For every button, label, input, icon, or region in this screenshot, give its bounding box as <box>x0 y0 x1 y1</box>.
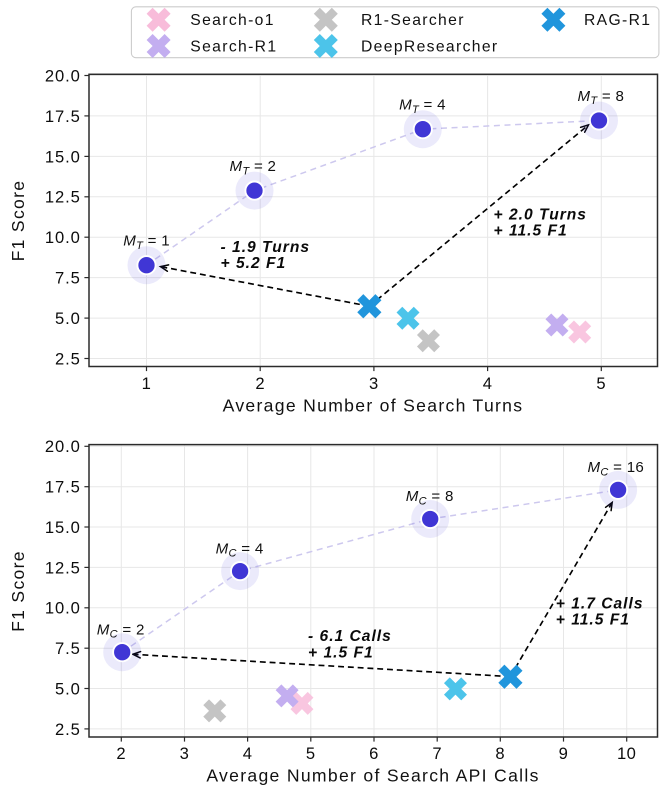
svg-text:10.0: 10.0 <box>45 228 81 247</box>
svg-text:17.5: 17.5 <box>45 478 81 497</box>
svg-text:DeepResearcher: DeepResearcher <box>361 38 499 55</box>
svg-text:17.5: 17.5 <box>45 107 81 126</box>
svg-text:5: 5 <box>596 374 606 393</box>
svg-text:+ 1.7 Calls: + 1.7 Calls <box>556 596 644 613</box>
svg-text:+ 11.5 F1: + 11.5 F1 <box>556 612 630 629</box>
svg-text:F1 Score: F1 Score <box>8 550 28 632</box>
svg-text:10: 10 <box>617 744 636 763</box>
svg-text:20.0: 20.0 <box>45 437 81 456</box>
svg-text:7: 7 <box>432 744 442 763</box>
svg-text:MC = 16: MC = 16 <box>587 459 644 478</box>
svg-text:Search-R1: Search-R1 <box>190 38 277 55</box>
svg-text:MC = 4: MC = 4 <box>216 540 264 559</box>
svg-text:2.5: 2.5 <box>55 349 81 368</box>
svg-text:RAG-R1: RAG-R1 <box>584 12 651 29</box>
svg-text:5.0: 5.0 <box>55 679 81 698</box>
svg-text:3: 3 <box>369 374 379 393</box>
svg-text:5: 5 <box>306 744 316 763</box>
svg-text:MC = 2: MC = 2 <box>97 621 145 640</box>
svg-text:12.5: 12.5 <box>45 188 81 207</box>
svg-text:2: 2 <box>116 744 126 763</box>
svg-text:Average Number of Search Turns: Average Number of Search Turns <box>223 396 524 416</box>
svg-text:4: 4 <box>243 744 253 763</box>
svg-text:5.0: 5.0 <box>55 309 81 328</box>
svg-text:F1 Score: F1 Score <box>8 180 28 262</box>
svg-text:4: 4 <box>483 374 493 393</box>
svg-text:Search-o1: Search-o1 <box>190 12 275 29</box>
svg-text:3: 3 <box>180 744 190 763</box>
svg-text:Average Number of Search API C: Average Number of Search API Calls <box>206 766 539 786</box>
svg-text:MT = 4: MT = 4 <box>399 97 446 116</box>
svg-text:12.5: 12.5 <box>45 558 81 577</box>
svg-text:- 6.1 Calls: - 6.1 Calls <box>308 628 392 645</box>
svg-text:MC = 8: MC = 8 <box>406 488 454 507</box>
svg-text:9: 9 <box>559 744 569 763</box>
svg-text:15.0: 15.0 <box>45 518 81 537</box>
svg-text:7.5: 7.5 <box>55 639 81 658</box>
svg-text:6: 6 <box>369 744 379 763</box>
svg-text:15.0: 15.0 <box>45 147 81 166</box>
svg-text:2.5: 2.5 <box>55 720 81 739</box>
svg-text:8: 8 <box>495 744 505 763</box>
svg-text:7.5: 7.5 <box>55 269 81 288</box>
svg-text:20.0: 20.0 <box>45 66 81 85</box>
svg-text:R1-Searcher: R1-Searcher <box>361 12 465 29</box>
svg-text:+ 2.0 Turns: + 2.0 Turns <box>494 207 587 224</box>
svg-text:+ 1.5 F1: + 1.5 F1 <box>308 644 374 661</box>
svg-text:2: 2 <box>255 374 265 393</box>
svg-text:10.0: 10.0 <box>45 599 81 618</box>
svg-text:MT = 2: MT = 2 <box>230 158 277 177</box>
svg-text:1: 1 <box>142 374 152 393</box>
svg-text:MT = 8: MT = 8 <box>577 88 624 107</box>
svg-text:- 1.9 Turns: - 1.9 Turns <box>221 239 311 256</box>
svg-text:+ 5.2 F1: + 5.2 F1 <box>221 255 287 272</box>
svg-text:+ 11.5 F1: + 11.5 F1 <box>494 223 568 240</box>
svg-text:MT = 1: MT = 1 <box>123 233 170 252</box>
